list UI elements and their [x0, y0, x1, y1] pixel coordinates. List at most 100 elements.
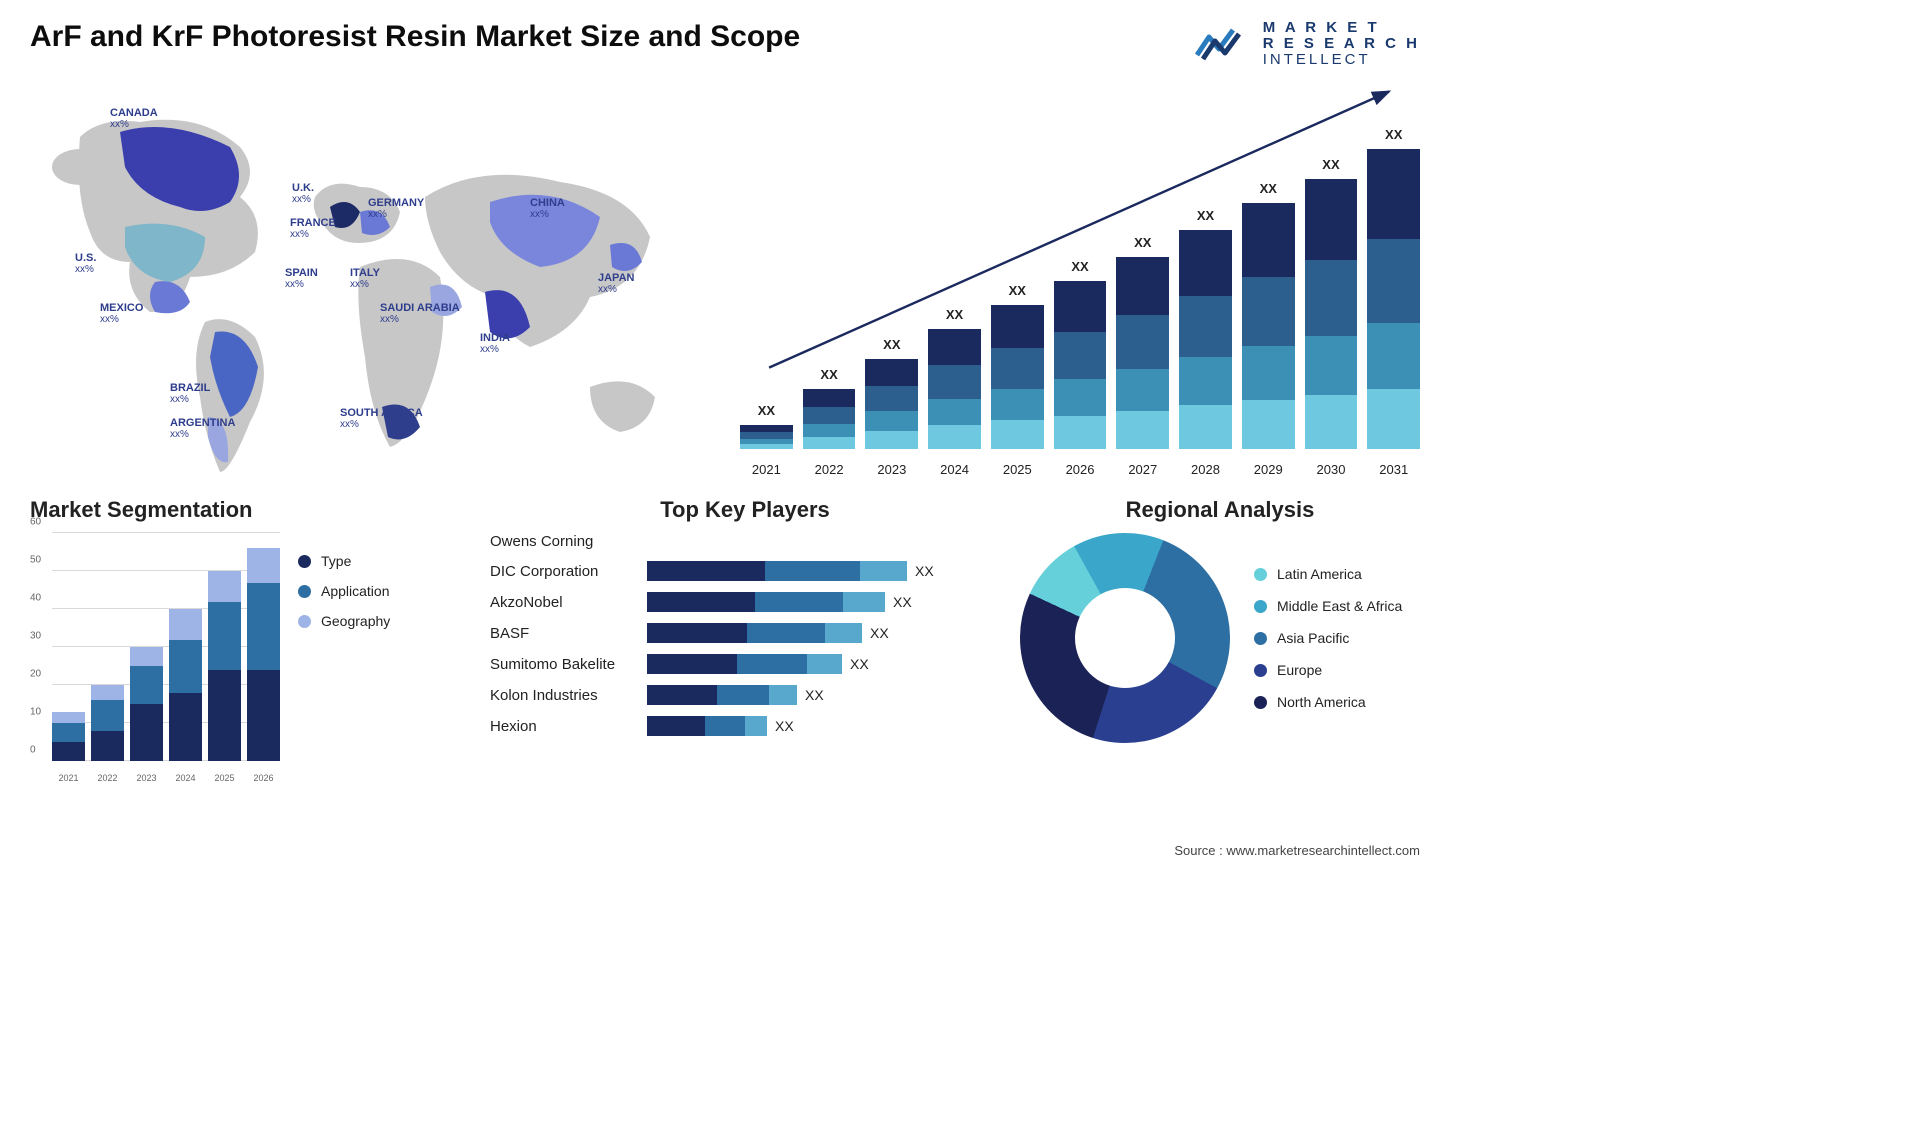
map-label: INDIAxx%	[480, 332, 510, 355]
growth-bar-segment	[1305, 260, 1358, 336]
growth-x-label: 2031	[1367, 462, 1420, 477]
logo-text: M A R K E T R E S E A R C H INTELLECT	[1263, 20, 1420, 67]
segmentation-area: Market Segmentation 0102030405060 202120…	[30, 497, 470, 797]
growth-x-label: 2021	[740, 462, 793, 477]
growth-chart: XXXXXXXXXXXXXXXXXXXXXX 20212022202320242…	[740, 77, 1420, 477]
seg-x-label: 2024	[169, 773, 202, 783]
growth-bar-segment	[1305, 395, 1358, 449]
key-player-bar-segment	[825, 623, 862, 643]
segmentation-title: Market Segmentation	[30, 497, 470, 523]
key-player-bar-segment	[769, 685, 797, 705]
legend-label: Latin America	[1277, 566, 1362, 582]
growth-bar-segment	[1116, 369, 1169, 411]
seg-bar	[247, 548, 280, 761]
seg-bar-segment	[130, 647, 163, 666]
growth-bar-segment	[1242, 346, 1295, 400]
seg-bar-segment	[169, 640, 202, 693]
growth-bar-value: XX	[1367, 127, 1420, 142]
seg-bar	[169, 609, 202, 761]
page-title: ArF and KrF Photoresist Resin Market Siz…	[30, 20, 800, 54]
map-label: SAUDI ARABIAxx%	[380, 302, 460, 325]
legend-label: Type	[321, 553, 351, 569]
growth-bar-segment	[928, 425, 981, 449]
growth-bar-value: XX	[740, 403, 793, 418]
growth-bar-segment	[1242, 277, 1295, 346]
key-player-bar	[647, 561, 907, 581]
growth-bar-segment	[1116, 411, 1169, 449]
map-label: CHINAxx%	[530, 197, 565, 220]
seg-y-label: 0	[30, 745, 36, 756]
key-player-bar-segment	[647, 623, 747, 643]
growth-bar-segment	[1305, 179, 1358, 260]
growth-bar-segment	[740, 425, 793, 432]
key-player-row: AkzoNobelXX	[490, 592, 1000, 612]
seg-y-label: 30	[30, 631, 41, 642]
key-player-name: Sumitomo Bakelite	[490, 656, 635, 673]
growth-bar-segment	[803, 424, 856, 437]
seg-bar-segment	[130, 704, 163, 761]
growth-x-label: 2027	[1116, 462, 1169, 477]
key-player-row: DIC Corporation XX	[490, 561, 1000, 581]
seg-x-label: 2022	[91, 773, 124, 783]
growth-bar-segment	[865, 359, 918, 386]
key-player-bar-segment	[647, 685, 717, 705]
legend-item: Application	[298, 583, 390, 599]
key-player-bar-wrap: XX	[647, 592, 1000, 612]
legend-label: Geography	[321, 613, 390, 629]
regional-area: Regional Analysis Latin America Middle Ea…	[1020, 497, 1420, 797]
growth-x-label: 2030	[1305, 462, 1358, 477]
logo-mark-icon	[1195, 25, 1253, 63]
seg-bar-segment	[247, 548, 280, 582]
brand-logo: M A R K E T R E S E A R C H INTELLECT	[1195, 20, 1420, 67]
legend-swatch-icon	[298, 555, 311, 568]
seg-bar	[130, 647, 163, 761]
seg-bar-segment	[208, 602, 241, 670]
growth-x-label: 2028	[1179, 462, 1232, 477]
seg-bar-segment	[91, 700, 124, 730]
regional-donut-chart	[1020, 533, 1230, 743]
key-player-bar-wrap: XX	[647, 561, 1000, 581]
growth-bar-value: XX	[1116, 235, 1169, 250]
map-label: JAPANxx%	[598, 272, 634, 295]
seg-bar	[91, 685, 124, 761]
key-player-name: Hexion	[490, 718, 635, 735]
growth-bar: XX	[865, 359, 918, 449]
key-player-value: XX	[805, 687, 824, 703]
legend-item: Asia Pacific	[1254, 630, 1402, 646]
map-label: ITALYxx%	[350, 267, 380, 290]
map-label: ARGENTINAxx%	[170, 417, 235, 440]
top-row: CANADAxx%U.S.xx%MEXICOxx%BRAZILxx%ARGENT…	[30, 77, 1420, 477]
key-player-bar-wrap: XX	[647, 716, 1000, 736]
regional-title: Regional Analysis	[1020, 497, 1420, 523]
legend-item: Europe	[1254, 662, 1402, 678]
header: ArF and KrF Photoresist Resin Market Siz…	[30, 20, 1420, 67]
growth-bar-value: XX	[865, 337, 918, 352]
key-players-title: Top Key Players	[490, 497, 1000, 523]
key-player-row: Hexion XX	[490, 716, 1000, 736]
key-player-name: DIC Corporation	[490, 563, 635, 580]
world-map-area: CANADAxx%U.S.xx%MEXICOxx%BRAZILxx%ARGENT…	[30, 77, 710, 477]
growth-bar-segment	[1179, 296, 1232, 357]
key-player-row: Owens Corning	[490, 533, 1000, 550]
key-player-row: BASF XX	[490, 623, 1000, 643]
key-player-name: BASF	[490, 625, 635, 642]
legend-swatch-icon	[1254, 696, 1267, 709]
seg-x-label: 2021	[52, 773, 85, 783]
logo-line2: R E S E A R C H	[1263, 35, 1420, 52]
key-player-value: XX	[870, 625, 889, 641]
seg-bar-segment	[52, 723, 85, 742]
legend-swatch-icon	[1254, 568, 1267, 581]
growth-bar-value: XX	[928, 307, 981, 322]
growth-bar-segment	[1179, 230, 1232, 296]
growth-bar-value: XX	[1054, 259, 1107, 274]
seg-bar-segment	[130, 666, 163, 704]
map-label: CANADAxx%	[110, 107, 158, 130]
growth-bar: XX	[1179, 230, 1232, 449]
seg-y-label: 10	[30, 707, 41, 718]
legend-item: Type	[298, 553, 390, 569]
seg-y-label: 50	[30, 555, 41, 566]
key-players-area: Top Key Players Owens Corning DIC Corpora…	[490, 497, 1000, 797]
key-player-name: Kolon Industries	[490, 687, 635, 704]
legend-label: Middle East & Africa	[1277, 598, 1402, 614]
growth-bar-value: XX	[1179, 208, 1232, 223]
